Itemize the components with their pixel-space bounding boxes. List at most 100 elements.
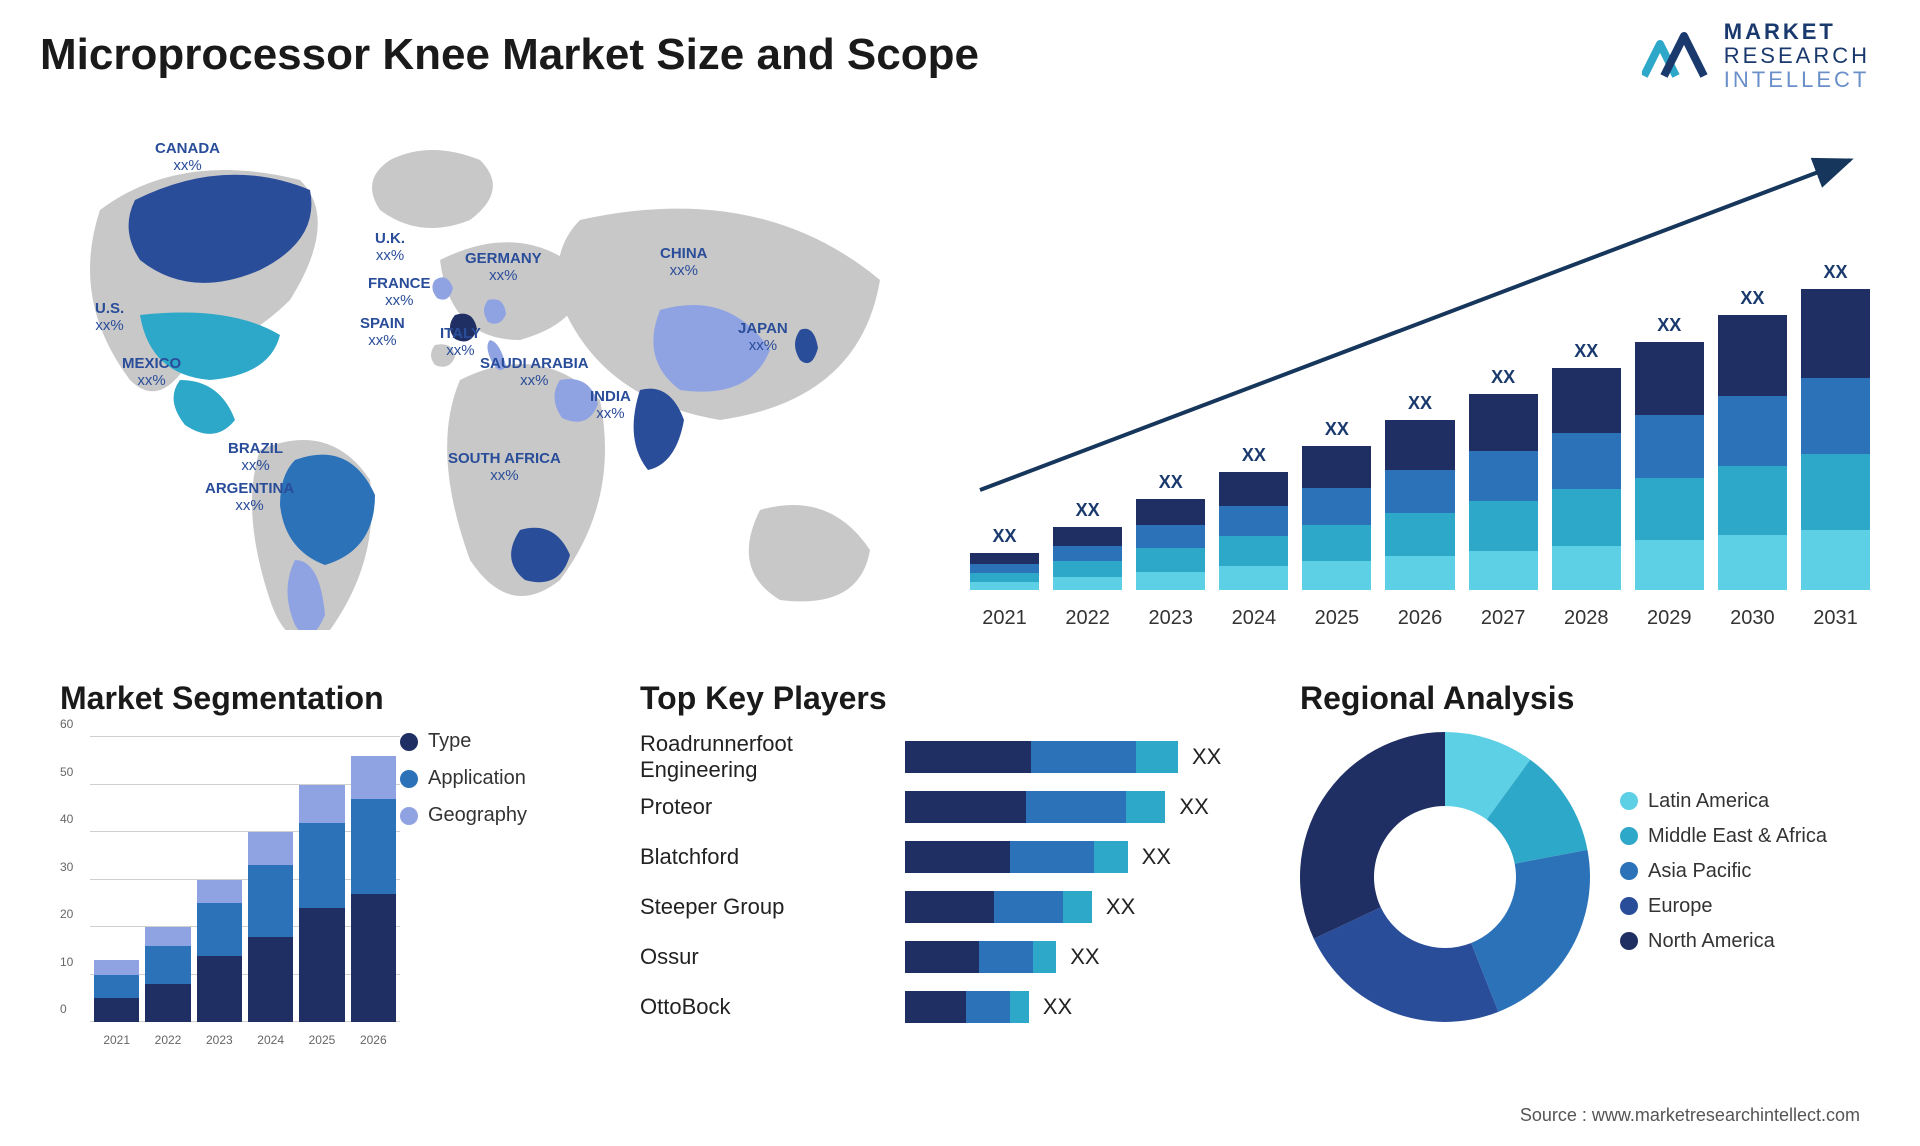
- growth-seg: [1219, 472, 1288, 506]
- player-bar: [905, 941, 1056, 973]
- seg-seg: [145, 927, 190, 946]
- player-row: Steeper GroupXX: [640, 887, 1260, 927]
- growth-xlabel: 2025: [1302, 607, 1371, 630]
- key-players-chart: Roadrunnerfoot EngineeringXXProteorXXBla…: [640, 737, 1260, 1027]
- growth-seg: [1635, 478, 1704, 541]
- seg-xlabel: 2023: [197, 1033, 242, 1047]
- seg-bar-2025: [299, 785, 344, 1023]
- seg-legend-item: Application: [400, 767, 527, 790]
- player-row: ProteorXX: [640, 787, 1260, 827]
- growth-seg: [1136, 525, 1205, 549]
- growth-bar-2027: XX: [1469, 367, 1538, 590]
- legend-dot: [400, 733, 418, 751]
- map-label-china: CHINAxx%: [660, 245, 708, 280]
- player-seg: [1026, 791, 1126, 823]
- growth-seg: [1053, 546, 1122, 562]
- map-label-canada: CANADAxx%: [155, 140, 220, 175]
- growth-seg: [1136, 499, 1205, 525]
- growth-bar-2023: XX: [1136, 472, 1205, 591]
- player-seg: [1136, 741, 1178, 773]
- legend-label: Application: [428, 767, 526, 790]
- growth-xlabel: 2021: [970, 607, 1039, 630]
- world-map: CANADAxx%U.S.xx%MEXICOxx%BRAZILxx%ARGENT…: [40, 130, 920, 630]
- player-seg: [1010, 841, 1094, 873]
- map-label-mexico: MEXICOxx%: [122, 355, 181, 390]
- seg-ylabel: 50: [60, 765, 73, 779]
- seg-seg: [248, 865, 293, 936]
- seg-seg: [197, 903, 242, 955]
- growth-bar-2026: XX: [1385, 393, 1454, 590]
- regional-legend: Latin AmericaMiddle East & AfricaAsia Pa…: [1620, 790, 1827, 965]
- legend-dot: [400, 807, 418, 825]
- growth-datalabel: XX: [1823, 262, 1847, 283]
- growth-seg: [1801, 378, 1870, 454]
- map-label-india: INDIAxx%: [590, 388, 631, 423]
- player-label: Proteor: [640, 794, 905, 820]
- growth-datalabel: XX: [1491, 367, 1515, 388]
- growth-seg: [1801, 289, 1870, 378]
- growth-bar-2025: XX: [1302, 419, 1371, 590]
- growth-seg: [1136, 572, 1205, 590]
- player-bar: [905, 991, 1029, 1023]
- seg-ylabel: 40: [60, 812, 73, 826]
- player-seg: [1033, 941, 1056, 973]
- growth-seg: [1302, 525, 1371, 562]
- seg-xlabel: 2026: [351, 1033, 396, 1047]
- growth-seg: [970, 553, 1039, 563]
- player-label: Roadrunnerfoot Engineering: [640, 731, 905, 783]
- logo-icon: [1642, 26, 1712, 86]
- seg-seg: [145, 946, 190, 984]
- key-players-section: Top Key Players Roadrunnerfoot Engineeri…: [640, 680, 1260, 1037]
- regional-title: Regional Analysis: [1300, 680, 1870, 717]
- regional-legend-item: Latin America: [1620, 790, 1827, 813]
- growth-seg: [1385, 513, 1454, 556]
- player-seg: [966, 991, 1010, 1023]
- regional-section: Regional Analysis Latin AmericaMiddle Ea…: [1300, 680, 1870, 1022]
- seg-seg: [351, 756, 396, 799]
- legend-dot: [1620, 827, 1638, 845]
- legend-dot: [1620, 932, 1638, 950]
- growth-seg: [1302, 561, 1371, 590]
- seg-xlabel: 2024: [248, 1033, 293, 1047]
- growth-seg: [970, 573, 1039, 582]
- growth-seg: [1469, 451, 1538, 501]
- legend-label: Latin America: [1648, 790, 1769, 813]
- player-value: XX: [1106, 894, 1135, 920]
- map-label-argentina: ARGENTINAxx%: [205, 480, 294, 515]
- growth-seg: [1801, 454, 1870, 530]
- growth-seg: [1552, 433, 1621, 489]
- player-seg: [905, 741, 1031, 773]
- growth-seg: [1552, 368, 1621, 433]
- growth-seg: [1718, 535, 1787, 590]
- player-bar: [905, 841, 1128, 873]
- growth-datalabel: XX: [1574, 341, 1598, 362]
- seg-xlabel: 2025: [299, 1033, 344, 1047]
- growth-xlabel: 2022: [1053, 607, 1122, 630]
- growth-seg: [1385, 556, 1454, 590]
- map-label-france: FRANCExx%: [368, 275, 431, 310]
- regional-legend-item: Asia Pacific: [1620, 860, 1827, 883]
- segmentation-legend: TypeApplicationGeography: [400, 730, 527, 841]
- growth-bar-2030: XX: [1718, 288, 1787, 590]
- seg-bar-2022: [145, 927, 190, 1022]
- legend-label: Geography: [428, 804, 527, 827]
- growth-seg: [1219, 506, 1288, 536]
- logo-line3: INTELLECT: [1724, 68, 1870, 92]
- growth-xlabel: 2026: [1385, 607, 1454, 630]
- growth-xlabel: 2024: [1219, 607, 1288, 630]
- growth-seg: [1718, 396, 1787, 465]
- growth-seg: [1469, 501, 1538, 551]
- legend-label: North America: [1648, 930, 1775, 953]
- growth-xlabel: 2028: [1552, 607, 1621, 630]
- growth-seg: [1801, 530, 1870, 590]
- growth-seg: [970, 564, 1039, 573]
- growth-seg: [1219, 566, 1288, 590]
- map-label-u-s-: U.S.xx%: [95, 300, 124, 335]
- player-seg: [1010, 991, 1029, 1023]
- growth-xlabel: 2029: [1635, 607, 1704, 630]
- player-bar: [905, 741, 1178, 773]
- player-seg: [979, 941, 1034, 973]
- growth-seg: [1552, 489, 1621, 545]
- seg-seg: [197, 880, 242, 904]
- growth-seg: [970, 582, 1039, 590]
